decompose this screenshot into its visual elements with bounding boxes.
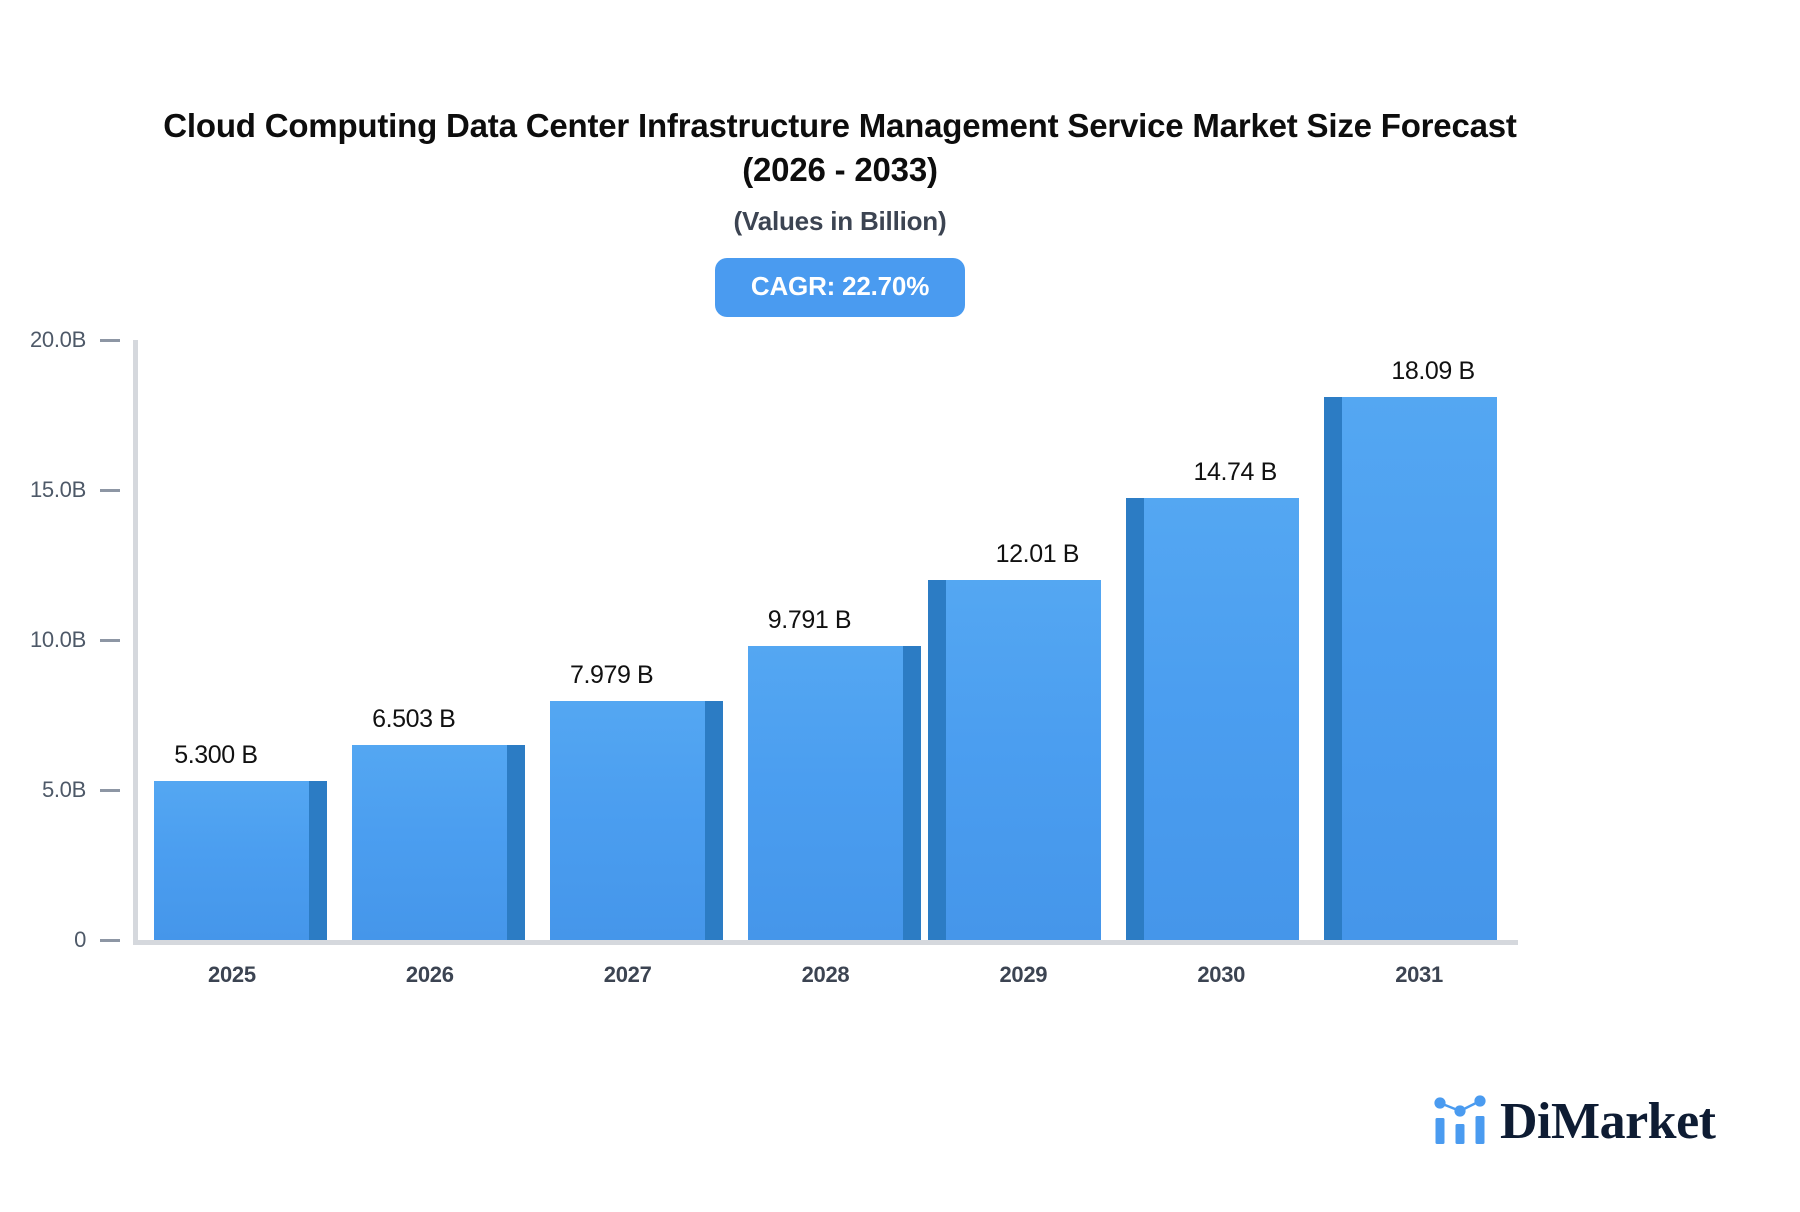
bar-value-label: 14.74 B (1193, 457, 1278, 486)
bar-3d-side (309, 792, 328, 940)
bar-series: 5.300 B 6.503 B 7.979 B 9.791 B 12.01 B 14.74… (133, 340, 1518, 940)
cagr-badge-container: CAGR: 22.70% (130, 258, 1550, 317)
bar-3d-side (1125, 508, 1144, 940)
bar-3d-top (507, 744, 526, 756)
bar-3d-side (927, 590, 946, 940)
y-axis-tick-mark (100, 938, 120, 942)
bar-face (550, 700, 706, 940)
x-axis-labels: 2025 2026 2027 2028 2029 2030 2031 (133, 962, 1518, 1002)
y-axis-tick-mark (100, 488, 120, 492)
bar-3d-top (309, 781, 328, 792)
chart-title: Cloud Computing Data Center Infrastructu… (163, 107, 1517, 188)
bar-3d-side (1323, 408, 1342, 940)
bar-face (945, 579, 1101, 940)
bar-value-label: 6.503 B (372, 704, 456, 733)
y-axis-tick-label: 20.0B (30, 327, 86, 352)
bar-column[interactable]: 18.09 B (1323, 340, 1497, 940)
bar-3d-top (1323, 397, 1342, 409)
y-axis-line (133, 340, 138, 945)
y-axis-tick-label: 15.0B (30, 477, 86, 502)
x-axis-tick-label: 2026 (405, 962, 454, 987)
bar-face (748, 646, 903, 940)
x-axis-tick-label: 2031 (1395, 962, 1443, 987)
chart-subtitle: (Values in Billion) (733, 205, 947, 236)
bar-3d-top (1125, 497, 1144, 509)
bar-face (352, 744, 508, 940)
bar-3d-top (705, 700, 724, 712)
y-axis-tick: 0 (74, 927, 133, 953)
y-axis-tick: 5.0B (42, 777, 133, 803)
bar-face (1341, 397, 1497, 940)
y-axis-tick-mark (100, 788, 120, 792)
bar-3d-side (507, 755, 526, 940)
bar-value-label: 9.791 B (767, 606, 852, 635)
x-axis-tick-label: 2025 (208, 962, 256, 987)
bar-3d-top (927, 579, 946, 591)
y-axis-tick-label: 5.0B (41, 777, 86, 802)
bar-value-label: 7.979 B (569, 660, 654, 689)
bar-column[interactable]: 5.300 B (154, 340, 328, 940)
x-axis-tick-label: 2027 (603, 962, 652, 987)
bar-3d-side (903, 657, 921, 940)
cagr-badge: CAGR: 22.70% (714, 258, 966, 317)
y-axis-tick-label: 10.0B (30, 627, 86, 652)
bar-column[interactable]: 12.01 B (927, 340, 1101, 940)
y-axis-tick-mark (100, 338, 120, 342)
bar-3d-side (705, 711, 724, 940)
bar-value-label: 5.300 B (174, 741, 258, 769)
bar-column[interactable]: 7.979 B (550, 340, 724, 940)
bar-face (1143, 497, 1299, 940)
bar-value-label: 18.09 B (1391, 357, 1475, 386)
y-axis-tick: 20.0B (30, 327, 133, 353)
y-axis-tick-label: 0 (74, 927, 86, 952)
bar-chart-trend-icon (1432, 1092, 1488, 1146)
bar-column[interactable]: 9.791 B (748, 340, 921, 940)
x-axis-tick-label: 2029 (999, 962, 1048, 987)
bar-face (154, 781, 310, 940)
y-axis-tick-mark (100, 638, 120, 642)
chart-header: Cloud Computing Data Center Infrastructu… (130, 104, 1550, 237)
brand-logo: DiMarket (1432, 1092, 1716, 1151)
x-axis-line (133, 940, 1518, 945)
y-axis-tick: 10.0B (30, 627, 133, 653)
bar-column[interactable]: 14.74 B (1125, 340, 1299, 940)
brand-name: DiMarket (1500, 1093, 1716, 1151)
y-axis-tick: 15.0B (30, 477, 133, 503)
plot-area: 0 5.0B 10.0B 15.0B 20.0B 5.300 B 6.503 B 7.979… (30, 327, 1518, 952)
bar-column[interactable]: 6.503 B (352, 340, 526, 940)
x-axis-tick-label: 2028 (801, 962, 850, 987)
bar-3d-top (903, 646, 921, 658)
bar-value-label: 12.01 B (995, 539, 1080, 568)
x-axis-tick-label: 2030 (1197, 962, 1246, 987)
